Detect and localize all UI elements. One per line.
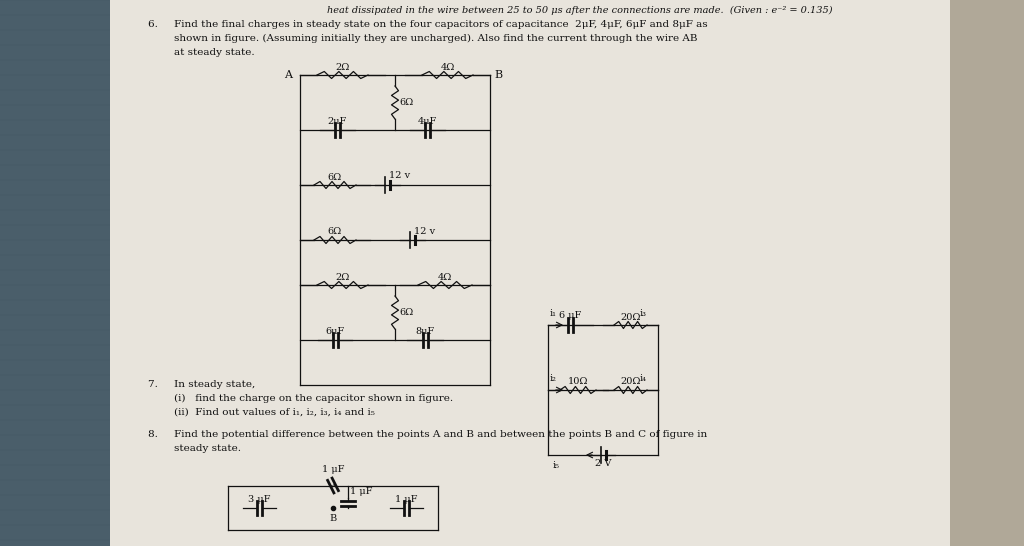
Text: 6Ω: 6Ω xyxy=(400,308,414,317)
Text: at steady state.: at steady state. xyxy=(148,48,255,57)
Text: 3 μF: 3 μF xyxy=(248,495,270,503)
Text: 6μF: 6μF xyxy=(326,327,345,335)
Text: 6Ω: 6Ω xyxy=(328,228,342,236)
Text: A: A xyxy=(284,70,292,80)
Bar xyxy=(0,0,110,546)
Text: B: B xyxy=(330,514,337,523)
Text: 10Ω: 10Ω xyxy=(567,377,588,387)
Text: 6.     Find the final charges in steady state on the four capacitors of capacita: 6. Find the final charges in steady stat… xyxy=(148,20,708,29)
Text: 1 μF: 1 μF xyxy=(322,465,344,474)
Text: 8μF: 8μF xyxy=(416,327,434,335)
Text: steady state.: steady state. xyxy=(148,444,241,453)
Text: 20Ω: 20Ω xyxy=(621,312,641,322)
Text: 2 V: 2 V xyxy=(595,460,611,468)
Text: 8.     Find the potential difference between the points A and B and between the : 8. Find the potential difference between… xyxy=(148,430,708,439)
Text: 4μF: 4μF xyxy=(418,116,437,126)
Text: (i)   find the charge on the capacitor shown in figure.: (i) find the charge on the capacitor sho… xyxy=(148,394,454,403)
Text: 6Ω: 6Ω xyxy=(400,98,414,107)
Text: 12 v: 12 v xyxy=(389,171,410,181)
Text: i₃: i₃ xyxy=(640,309,647,318)
Text: 2μF: 2μF xyxy=(328,116,347,126)
Text: 2Ω: 2Ω xyxy=(335,272,349,282)
Text: 6Ω: 6Ω xyxy=(328,173,342,181)
Bar xyxy=(950,0,1024,546)
Text: B: B xyxy=(494,70,502,80)
Text: heat dissipated in the wire between 25 to 50 μs after the connections are made. : heat dissipated in the wire between 25 t… xyxy=(328,6,833,15)
Text: (ii)  Find out values of i₁, i₂, i₃, i₄ and i₅: (ii) Find out values of i₁, i₂, i₃, i₄ a… xyxy=(148,408,375,417)
Text: 1 μF: 1 μF xyxy=(350,486,373,496)
Text: 6 μF: 6 μF xyxy=(559,312,582,321)
Text: 20Ω: 20Ω xyxy=(621,377,641,387)
Text: i₄: i₄ xyxy=(640,374,647,383)
Bar xyxy=(110,0,1024,546)
Text: i₅: i₅ xyxy=(553,461,560,470)
Text: i₁: i₁ xyxy=(550,309,557,318)
Text: 4Ω: 4Ω xyxy=(438,272,453,282)
Text: 2Ω: 2Ω xyxy=(335,62,349,72)
Text: shown in figure. (Assuming initially they are uncharged). Also find the current : shown in figure. (Assuming initially the… xyxy=(148,34,697,43)
Text: i₂: i₂ xyxy=(550,374,557,383)
Text: 7.     In steady state,: 7. In steady state, xyxy=(148,380,255,389)
Text: 1 μF: 1 μF xyxy=(395,495,418,503)
Text: 4Ω: 4Ω xyxy=(440,62,455,72)
Text: 12 v: 12 v xyxy=(414,227,435,235)
